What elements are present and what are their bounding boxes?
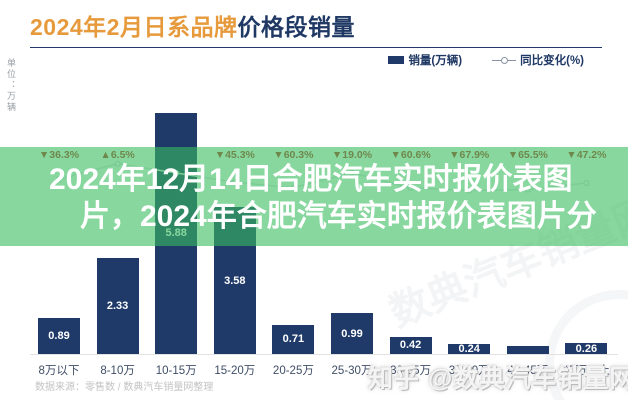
- overlay-banner: 2024年12月14日合肥汽车实时报价表图 片，2024年合肥汽车实时报价表图片…: [0, 147, 628, 246]
- overlay-headline: 2024年12月14日合肥汽车实时报价表图 片，2024年合肥汽车实时报价表图片…: [0, 161, 628, 235]
- legend-item-yoy: 同比变化(%): [492, 52, 584, 68]
- bar-value-label: 3.58: [224, 274, 246, 287]
- bar-25-30万: [331, 313, 373, 354]
- x-axis-label: 40-45万: [507, 365, 549, 377]
- overlay-headline-line2: 片，2024年合肥汽车实时报价表图片分: [80, 200, 597, 233]
- x-axis-label: 8-10万: [100, 365, 135, 377]
- x-axis-label: 10-15万: [155, 365, 197, 377]
- x-axis-label: 8万以下: [38, 365, 80, 377]
- bar-35-40万: [448, 344, 491, 354]
- legend-bar-label: 销量(万辆): [408, 55, 463, 67]
- bar-value-label: 0.26: [575, 342, 598, 355]
- bar-value-label: 0.24: [458, 343, 480, 356]
- bar-value-label: 0.89: [48, 329, 70, 342]
- line-swatch-icon: [492, 56, 517, 64]
- x-axis-label: 25-30万: [331, 365, 373, 377]
- bar-8万以下: [38, 317, 80, 354]
- x-axis-label: 20-25万: [272, 365, 314, 377]
- overlay-headline-line1: 2024年12月14日合肥汽车实时报价表图: [49, 163, 573, 196]
- bar-value-label: 2.33: [106, 300, 129, 313]
- title-underline: [30, 47, 602, 48]
- bar-value-label: 0.99: [341, 327, 363, 340]
- legend: 销量(万辆) 同比变化(%): [388, 52, 584, 68]
- bar-20-25万: [272, 324, 315, 354]
- x-axis-baseline: [30, 354, 618, 355]
- bar-value-label: 0.71: [282, 333, 305, 346]
- data-source-text: 数据来源：零售数 / 数典汽车销量网整理: [35, 382, 214, 393]
- x-axis-label: 45万以上: [562, 365, 611, 377]
- x-axis-label: 30-35万: [390, 365, 432, 377]
- chart-title-highlight: 2024年2月日系品牌: [30, 14, 238, 40]
- y-axis-unit-label: 单位：万辆: [6, 58, 16, 113]
- bar-8-10万: [96, 258, 139, 354]
- bar-swatch-icon: [388, 56, 405, 64]
- chart-title-rest: 价格段销量: [237, 14, 355, 40]
- zhihu-watermark: 知乎 @数典汽车销量网: [368, 365, 628, 393]
- chart-title: 2024年2月日系品牌价格段销量: [30, 8, 355, 42]
- bar-45万以上: [565, 343, 608, 354]
- bar-value-label: 0.42: [399, 339, 422, 352]
- bar-30-35万: [389, 336, 432, 354]
- legend-line-label: 同比变化(%): [520, 55, 584, 67]
- legend-item-sales: 销量(万辆): [388, 52, 462, 68]
- x-axis-label: 15-20万: [214, 365, 256, 377]
- x-axis-label: 35-40万: [448, 365, 490, 377]
- bar-40-45万: [506, 345, 549, 354]
